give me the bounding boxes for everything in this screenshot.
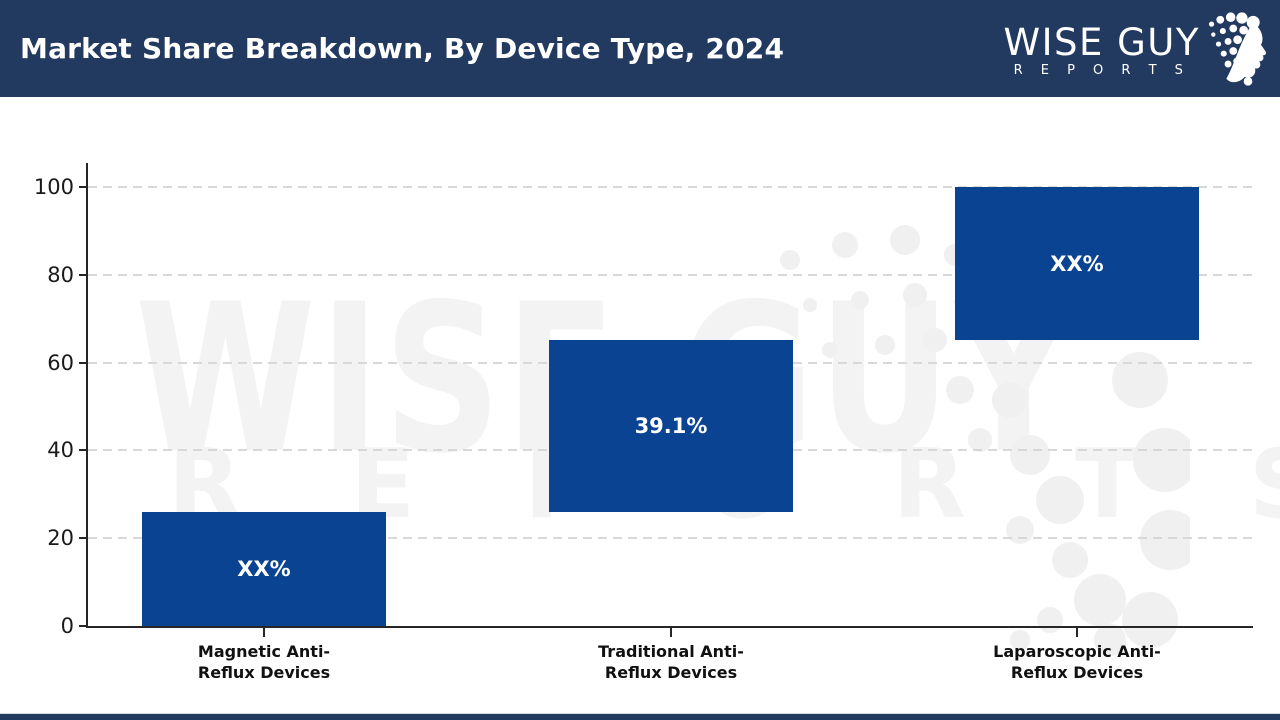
bar-2 — [955, 187, 1199, 341]
y-tick-label-80: 80 — [47, 262, 74, 287]
y-axis — [86, 163, 88, 628]
y-tick-mark-100 — [79, 186, 88, 188]
y-tick-mark-20 — [79, 537, 88, 540]
header: Market Share Breakdown, By Device Type, … — [0, 0, 1280, 97]
x-tick-mark-2 — [1076, 628, 1078, 637]
gridline-100 — [88, 186, 1253, 188]
wise-guy-logo: WISE GUY R E P O R T S — [1004, 12, 1266, 90]
x-category-label-0: Magnetic Anti- Reflux Devices — [197, 642, 331, 682]
page-title: Market Share Breakdown, By Device Type, … — [20, 31, 785, 65]
gridline-80 — [88, 273, 1253, 276]
footer-bar — [0, 714, 1280, 720]
x-axis — [86, 626, 1253, 628]
x-tick-mark-1 — [670, 628, 672, 637]
bar-0 — [142, 511, 386, 626]
bar-1 — [549, 340, 793, 512]
y-tick-label-0: 0 — [60, 614, 74, 638]
logo-face-icon — [1209, 12, 1266, 86]
y-tick-label-40: 40 — [47, 438, 74, 463]
bar-value-label-0: XX% — [237, 556, 291, 581]
x-tick-mark-0 — [263, 628, 265, 637]
logo-wordmark: WISE GUY R E P O R T S — [1003, 21, 1200, 79]
y-tick-mark-60 — [79, 361, 88, 364]
bar-value-label-1: 39.1% — [634, 414, 708, 439]
y-tick-label-20: 20 — [47, 526, 74, 551]
logo-wordmark-top: WISE GUY — [1003, 21, 1200, 64]
logo-wordmark-sub: R E P O R T S — [1013, 63, 1190, 78]
y-tick-mark-0 — [79, 625, 88, 627]
gridline-20 — [88, 537, 1253, 540]
watermark-face-dots — [780, 225, 1190, 656]
y-tick-mark-40 — [79, 449, 88, 452]
bar-value-label-2: XX% — [1050, 251, 1104, 276]
footer-divider — [0, 713, 1280, 714]
y-tick-label-100: 100 — [33, 175, 74, 199]
x-category-label-2: Laparoscopic Anti- Reflux Devices — [993, 642, 1161, 682]
x-category-label-1: Traditional Anti- Reflux Devices — [598, 642, 744, 682]
y-tick-mark-80 — [79, 273, 88, 276]
y-tick-label-60: 60 — [47, 350, 74, 375]
